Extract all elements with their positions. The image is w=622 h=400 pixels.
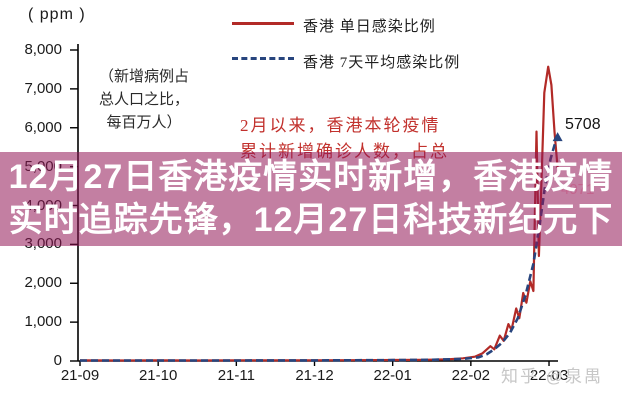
y-tick-label: 2,000 — [24, 274, 62, 292]
axis-note-line2: 总人口之比， — [98, 92, 189, 108]
legend-label-daily: 香港 单日感染比例 — [303, 19, 436, 35]
x-tick-label: 21-12 — [295, 367, 334, 384]
x-tick-label: 22-03 — [529, 367, 569, 384]
axis-note-line1: （新增病例占 — [98, 69, 189, 85]
headline-line2: 实时追踪先锋，12月27日科技新纪元下 — [8, 201, 614, 239]
peak-value-label: 5708 — [565, 116, 601, 133]
legend-label-7day-avg: 香港 7天平均感染比例 — [303, 55, 461, 71]
y-tick-label: 0 — [53, 352, 62, 369]
watermark: 知乎 @泉禺 — [501, 367, 603, 386]
y-axis-unit-label: ( ppm ) — [28, 6, 86, 23]
y-tick-label: 7,000 — [24, 79, 62, 97]
x-tick-label: 21-09 — [60, 367, 100, 384]
y-tick-label: 6,000 — [24, 118, 62, 136]
y-tick-label: 8,000 — [24, 41, 62, 58]
outbreak-annotation-line1: 2月以来，香港本轮疫情 — [240, 116, 441, 135]
x-tick-label: 22-02 — [451, 367, 491, 384]
axis-note-line3: 每百万人） — [106, 115, 182, 131]
legend-line-7day-avg — [232, 57, 294, 60]
headline-line1: 12月27日香港疫情实时新增，香港疫情 — [8, 158, 614, 196]
x-tick-label: 21-10 — [138, 367, 178, 384]
x-tick-label: 21-11 — [217, 367, 255, 384]
headline-banner: 12月27日香港疫情实时新增，香港疫情 实时追踪先锋，12月27日科技新纪元下 — [0, 152, 622, 246]
y-tick-label: 1,000 — [24, 313, 62, 331]
axis-note: （新增病例占 总人口之比， 每百万人） — [84, 66, 204, 135]
legend-line-daily — [232, 22, 294, 25]
x-tick-label: 22-01 — [373, 367, 412, 384]
